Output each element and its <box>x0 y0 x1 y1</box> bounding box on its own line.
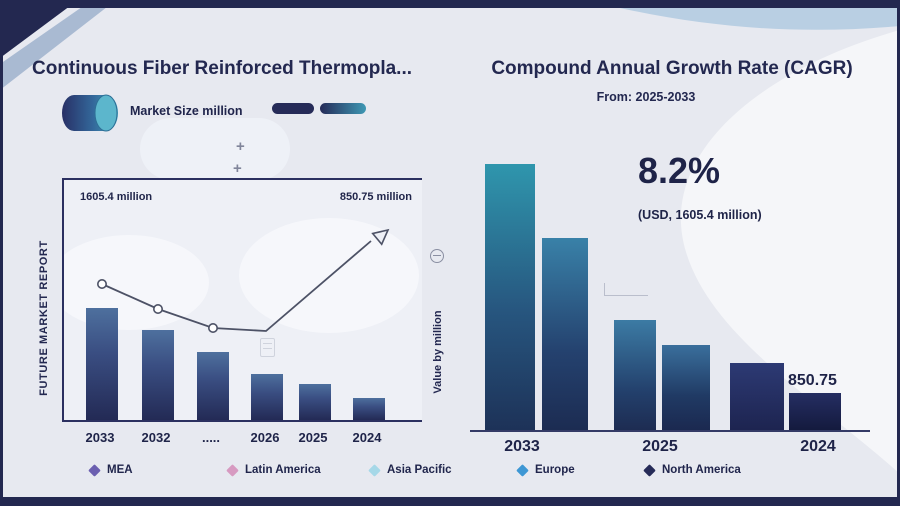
cagr-value: 8.2% <box>638 150 721 191</box>
y-axis-label: Value by million <box>432 310 444 394</box>
side-watermark-label: FUTURE MARKET REPORT <box>38 240 50 396</box>
market-bar- <box>197 352 229 420</box>
corner-stripe-icon <box>0 0 116 90</box>
x-axis-label: 2025 <box>298 430 328 445</box>
corner-ribbon-icon <box>0 0 78 58</box>
legend-item-europe: Europe <box>516 463 575 477</box>
legend-item-asia-pacific: Asia Pacific <box>368 463 452 477</box>
legend-pill-gradient <box>320 103 366 114</box>
trend-marker <box>153 304 164 315</box>
frame-left-edge <box>0 0 3 506</box>
legend-diamond-icon <box>643 463 656 477</box>
cagr-bar-2025-1 <box>614 320 656 430</box>
legend-diamond-icon <box>88 463 101 477</box>
cagr-bar-2025-2 <box>662 345 710 430</box>
market-bar-2024 <box>353 398 385 420</box>
legend-pill-dark <box>272 103 314 114</box>
x-axis-label: 2026 <box>250 430 280 445</box>
x-axis-label: 2033 <box>85 430 115 445</box>
frame-right-edge <box>897 0 900 506</box>
end-value-label: 850.75 million <box>339 191 412 203</box>
market-size-xlabels: 2033 2032..... 2026 2025 2024 <box>62 430 422 450</box>
legend-item-mea: MEA <box>88 463 133 477</box>
trend-line-arrow-icon <box>96 228 390 334</box>
side-swoosh <box>680 30 900 474</box>
legend-item-label: MEA <box>107 464 133 476</box>
legend-item-latin-america: Latin America <box>226 463 321 477</box>
market-bar-2025 <box>299 384 331 420</box>
frame-top-bar <box>0 0 900 8</box>
legend-diamond-icon <box>226 463 239 477</box>
x-axis-label: 2025 <box>642 438 678 455</box>
cagr-bar-2024-1 <box>730 363 784 430</box>
market-bar-2026 <box>251 374 283 420</box>
market-bar-2033 <box>86 308 118 420</box>
legend-item-label: Asia Pacific <box>387 464 452 476</box>
legend-item-label: Latin America <box>245 464 321 476</box>
cagr-bar-2033-1 <box>485 164 535 430</box>
legend-item-north-america: North America <box>643 463 741 477</box>
x-axis-label: ..... <box>201 430 221 445</box>
plus-decor-icon: + <box>233 160 242 177</box>
frame-bottom-bar <box>0 497 900 506</box>
cagr-base-value: (USD, 1605.4 million) <box>638 208 762 222</box>
cloud-decor <box>239 218 419 333</box>
soft-blob-decor <box>140 118 290 180</box>
callout-bracket-decor <box>604 283 648 296</box>
legend-item-label: North America <box>662 464 741 476</box>
plus-decor-icon: + <box>236 138 245 155</box>
cagr-bar-2024-2 <box>789 393 841 430</box>
x-axis-label: 2033 <box>504 438 540 455</box>
zoom-out-icon <box>430 249 444 263</box>
x-axis-label: 2024 <box>800 438 836 455</box>
market-size-chart: 1605.4 million 850.75 million <box>62 178 422 422</box>
legend-diamond-icon <box>516 463 529 477</box>
cagr-bar-2033-2 <box>542 238 588 430</box>
footer-legend: MEA Latin America Asia Pacific Europe North … <box>0 463 900 488</box>
legend-item-label: Europe <box>535 464 575 476</box>
right-chart-title: Compound Annual Growth Rate (CAGR) <box>491 58 853 79</box>
top-right-swoosh <box>620 8 900 30</box>
cagr-range-label: From: 2025-2033 <box>596 90 696 104</box>
trend-marker <box>96 279 107 290</box>
x-axis-label: 2032 <box>141 430 171 445</box>
market-size-legend-label: Market Size million <box>130 104 243 118</box>
cylinder-icon <box>62 94 118 132</box>
cagr-chart: 2033 2025 2024 <box>470 164 870 455</box>
x-axis-label: 2024 <box>352 430 382 445</box>
trend-marker <box>208 323 219 334</box>
document-watermark-icon <box>260 338 275 357</box>
left-chart-title: Continuous Fiber Reinforced Thermopla... <box>32 58 413 79</box>
value-callout: 850.75 <box>788 372 837 389</box>
start-value-label: 1605.4 million <box>80 191 153 203</box>
market-bar-2032 <box>142 330 174 420</box>
legend-diamond-icon <box>368 463 381 477</box>
